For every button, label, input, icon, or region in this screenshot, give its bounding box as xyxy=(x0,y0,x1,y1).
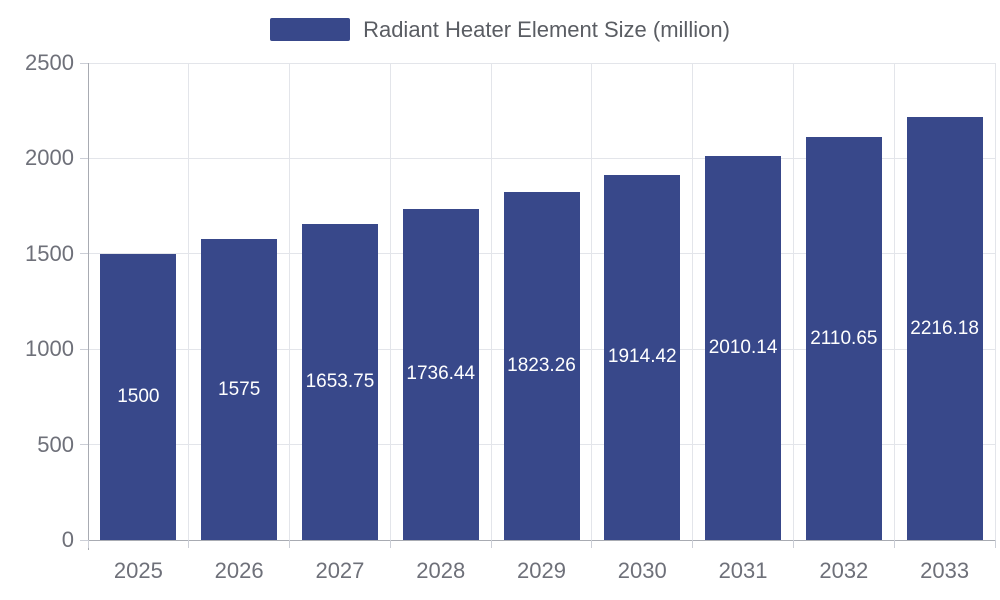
bar-2029[interactable]: 1823.26 xyxy=(503,192,580,540)
bar-value-label: 1500 xyxy=(117,385,160,407)
grid-line-horizontal xyxy=(88,157,995,159)
bar-2031[interactable]: 2010.14 xyxy=(705,156,782,540)
x-axis-tick xyxy=(792,540,794,548)
x-axis-tick xyxy=(994,540,996,548)
bar-2030[interactable]: 1914.42 xyxy=(604,174,681,540)
y-axis-tick xyxy=(80,157,88,159)
x-axis-label: 2029 xyxy=(517,558,566,583)
grid-line-vertical xyxy=(490,63,492,540)
x-axis-label: 2025 xyxy=(113,558,163,583)
x-axis-label: 2027 xyxy=(315,558,365,583)
legend-label: Radiant Heater Element Size (million) xyxy=(363,17,730,42)
y-axis-tick xyxy=(80,444,88,446)
y-axis-line xyxy=(87,63,89,550)
x-axis-label: 2030 xyxy=(617,558,667,583)
grid-line-vertical xyxy=(994,63,996,540)
grid-line-vertical xyxy=(591,63,593,540)
legend-item[interactable]: Radiant Heater Element Size (million) xyxy=(0,16,1000,43)
bar-value-label: 1736.44 xyxy=(406,363,476,385)
y-axis-label: 1000 xyxy=(25,336,74,362)
bar-2025[interactable]: 1500 xyxy=(100,253,177,540)
y-axis-label: 1500 xyxy=(25,240,74,266)
x-axis-label: 2031 xyxy=(718,558,768,583)
grid-line-vertical xyxy=(188,63,190,540)
x-axis-tick xyxy=(289,540,291,548)
bar-value-label: 1653.75 xyxy=(305,371,375,393)
x-axis-tick xyxy=(389,540,391,548)
legend-marker xyxy=(270,18,351,41)
x-axis-tick xyxy=(87,540,89,548)
grid-line-vertical xyxy=(289,63,291,540)
y-axis-tick xyxy=(80,62,88,64)
y-axis-tick xyxy=(80,348,88,350)
y-axis-tick xyxy=(80,253,88,255)
bar-value-label: 1575 xyxy=(218,378,261,400)
y-axis-label: 500 xyxy=(37,431,74,457)
y-axis-tick xyxy=(80,539,88,541)
bar-2027[interactable]: 1653.75 xyxy=(301,224,378,540)
bar-value-label: 1914.42 xyxy=(607,346,677,368)
x-axis-label: 2026 xyxy=(214,558,264,583)
grid-line-vertical xyxy=(692,63,694,540)
bar-2033[interactable]: 2216.18 xyxy=(906,117,983,540)
x-axis-line xyxy=(80,539,995,541)
x-axis-tick xyxy=(591,540,593,548)
grid-line-vertical xyxy=(893,63,895,540)
bar-value-label: 2010.14 xyxy=(708,337,778,359)
x-axis-label: 2028 xyxy=(416,558,466,583)
bar-2028[interactable]: 1736.44 xyxy=(402,208,479,540)
x-axis-tick xyxy=(490,540,492,548)
grid-line-horizontal xyxy=(88,62,995,64)
x-axis-tick xyxy=(692,540,694,548)
grid-line-vertical xyxy=(389,63,391,540)
x-axis-tick xyxy=(893,540,895,548)
bar-2026[interactable]: 1575 xyxy=(201,239,278,540)
bar-value-label: 2216.18 xyxy=(910,317,979,339)
grid-line-vertical xyxy=(792,63,794,540)
y-axis-label: 0 xyxy=(61,527,74,552)
x-axis-tick xyxy=(188,540,190,548)
x-axis-label: 2033 xyxy=(920,558,970,583)
y-axis-label: 2500 xyxy=(25,50,74,75)
bar-2032[interactable]: 2110.65 xyxy=(805,137,882,540)
bar-value-label: 2110.65 xyxy=(810,327,878,349)
bar-value-label: 1823.26 xyxy=(507,355,576,377)
x-axis-label: 2032 xyxy=(819,558,869,583)
y-axis-label: 2000 xyxy=(25,145,74,171)
